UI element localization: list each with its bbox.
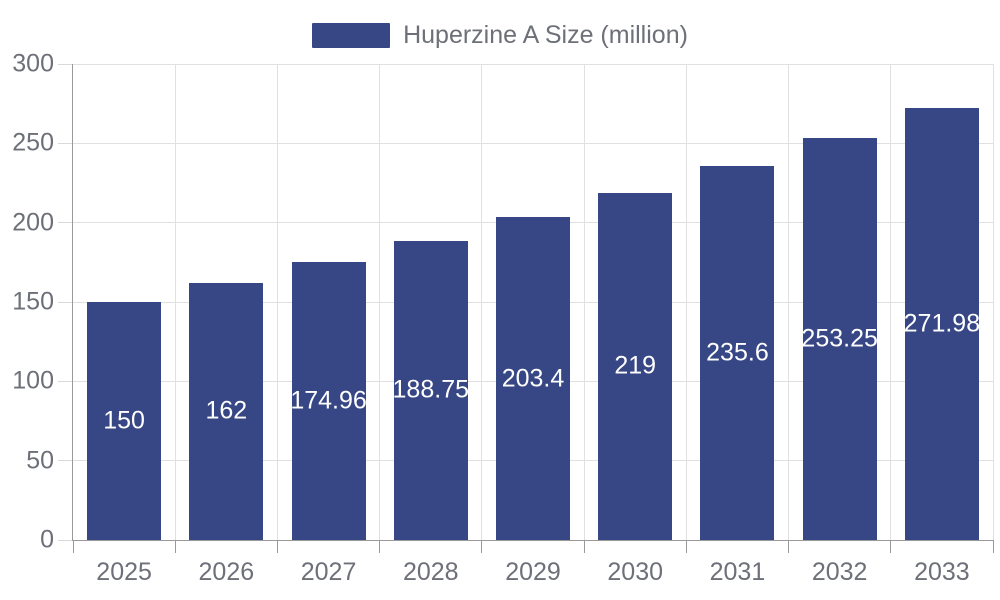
bar-value-label: 162 bbox=[205, 396, 248, 425]
x-tick-mark bbox=[174, 540, 176, 553]
x-tick-mark bbox=[685, 540, 687, 553]
y-axis-tick-label: 200 bbox=[12, 208, 54, 237]
x-tick-mark bbox=[890, 540, 892, 553]
bar-value-label: 174.96 bbox=[290, 386, 367, 415]
x-axis-tick-label: 2025 bbox=[96, 558, 152, 586]
bar bbox=[87, 302, 162, 540]
x-tick-mark bbox=[788, 540, 790, 553]
bar bbox=[393, 240, 468, 540]
bar-value-label: 235.6 bbox=[706, 338, 769, 367]
bar bbox=[802, 138, 877, 540]
y-tick-mark bbox=[58, 222, 72, 224]
y-tick-mark bbox=[58, 539, 72, 541]
x-axis-tick-label: 2032 bbox=[811, 558, 868, 586]
x-axis-tick-label: 2028 bbox=[402, 558, 459, 586]
bar-value-label: 219 bbox=[614, 351, 657, 380]
bar bbox=[189, 282, 264, 540]
y-tick-mark bbox=[58, 460, 72, 462]
x-gridline bbox=[379, 64, 381, 540]
bar-value-label: 253.25 bbox=[801, 324, 878, 353]
y-tick-mark bbox=[58, 301, 72, 303]
y-axis-tick-label: 250 bbox=[12, 128, 54, 157]
x-axis-tick-label: 2029 bbox=[505, 558, 561, 586]
x-gridline bbox=[276, 64, 278, 540]
bar-value-label: 271.98 bbox=[903, 309, 981, 338]
y-gridline bbox=[73, 63, 993, 65]
x-gridline bbox=[583, 64, 585, 540]
y-tick-mark bbox=[58, 380, 72, 382]
y-axis-line bbox=[72, 64, 73, 540]
y-gridline bbox=[73, 142, 993, 144]
x-axis-tick-label: 2031 bbox=[709, 558, 766, 586]
bar bbox=[496, 217, 570, 540]
y-axis-tick-label: 150 bbox=[12, 287, 54, 316]
x-gridline bbox=[481, 64, 483, 540]
y-tick-mark bbox=[58, 63, 72, 65]
x-gridline bbox=[685, 64, 687, 540]
y-tick-mark bbox=[58, 142, 72, 144]
x-axis-tick-label: 2030 bbox=[607, 558, 664, 586]
legend-swatch bbox=[312, 23, 391, 48]
bar bbox=[904, 108, 979, 540]
y-axis-tick-label: 50 bbox=[26, 446, 54, 475]
x-tick-mark bbox=[992, 540, 994, 553]
legend-label: Huperzine A Size (million) bbox=[403, 21, 688, 49]
y-axis-tick-label: 100 bbox=[12, 366, 54, 395]
x-gridline bbox=[890, 64, 892, 540]
x-axis-tick-label: 2027 bbox=[300, 558, 357, 586]
bar bbox=[291, 262, 366, 540]
x-axis-tick-label: 2026 bbox=[198, 558, 255, 586]
y-axis-tick-label: 300 bbox=[12, 49, 54, 78]
x-gridline bbox=[174, 64, 176, 540]
legend[interactable]: Huperzine A Size (million) bbox=[0, 21, 1000, 50]
x-tick-mark bbox=[276, 540, 278, 553]
x-gridline bbox=[788, 64, 790, 540]
bar-value-label: 150 bbox=[103, 406, 145, 435]
bar bbox=[598, 192, 673, 540]
x-axis-line bbox=[72, 540, 993, 541]
bar-value-label: 203.4 bbox=[501, 364, 565, 393]
x-tick-mark bbox=[481, 540, 483, 553]
x-axis-tick-label: 2033 bbox=[914, 558, 970, 586]
x-gridline bbox=[992, 64, 994, 540]
x-tick-mark bbox=[379, 540, 381, 553]
x-tick-mark bbox=[583, 540, 585, 553]
bar bbox=[700, 166, 775, 540]
y-axis-tick-label: 0 bbox=[40, 525, 54, 554]
bar-value-label: 188.75 bbox=[392, 375, 469, 404]
x-tick-mark bbox=[72, 540, 74, 553]
plot-area: 0 50 100 150 200 250 300 150 2025 162 2026 174.96 20… bbox=[12, 50, 994, 586]
